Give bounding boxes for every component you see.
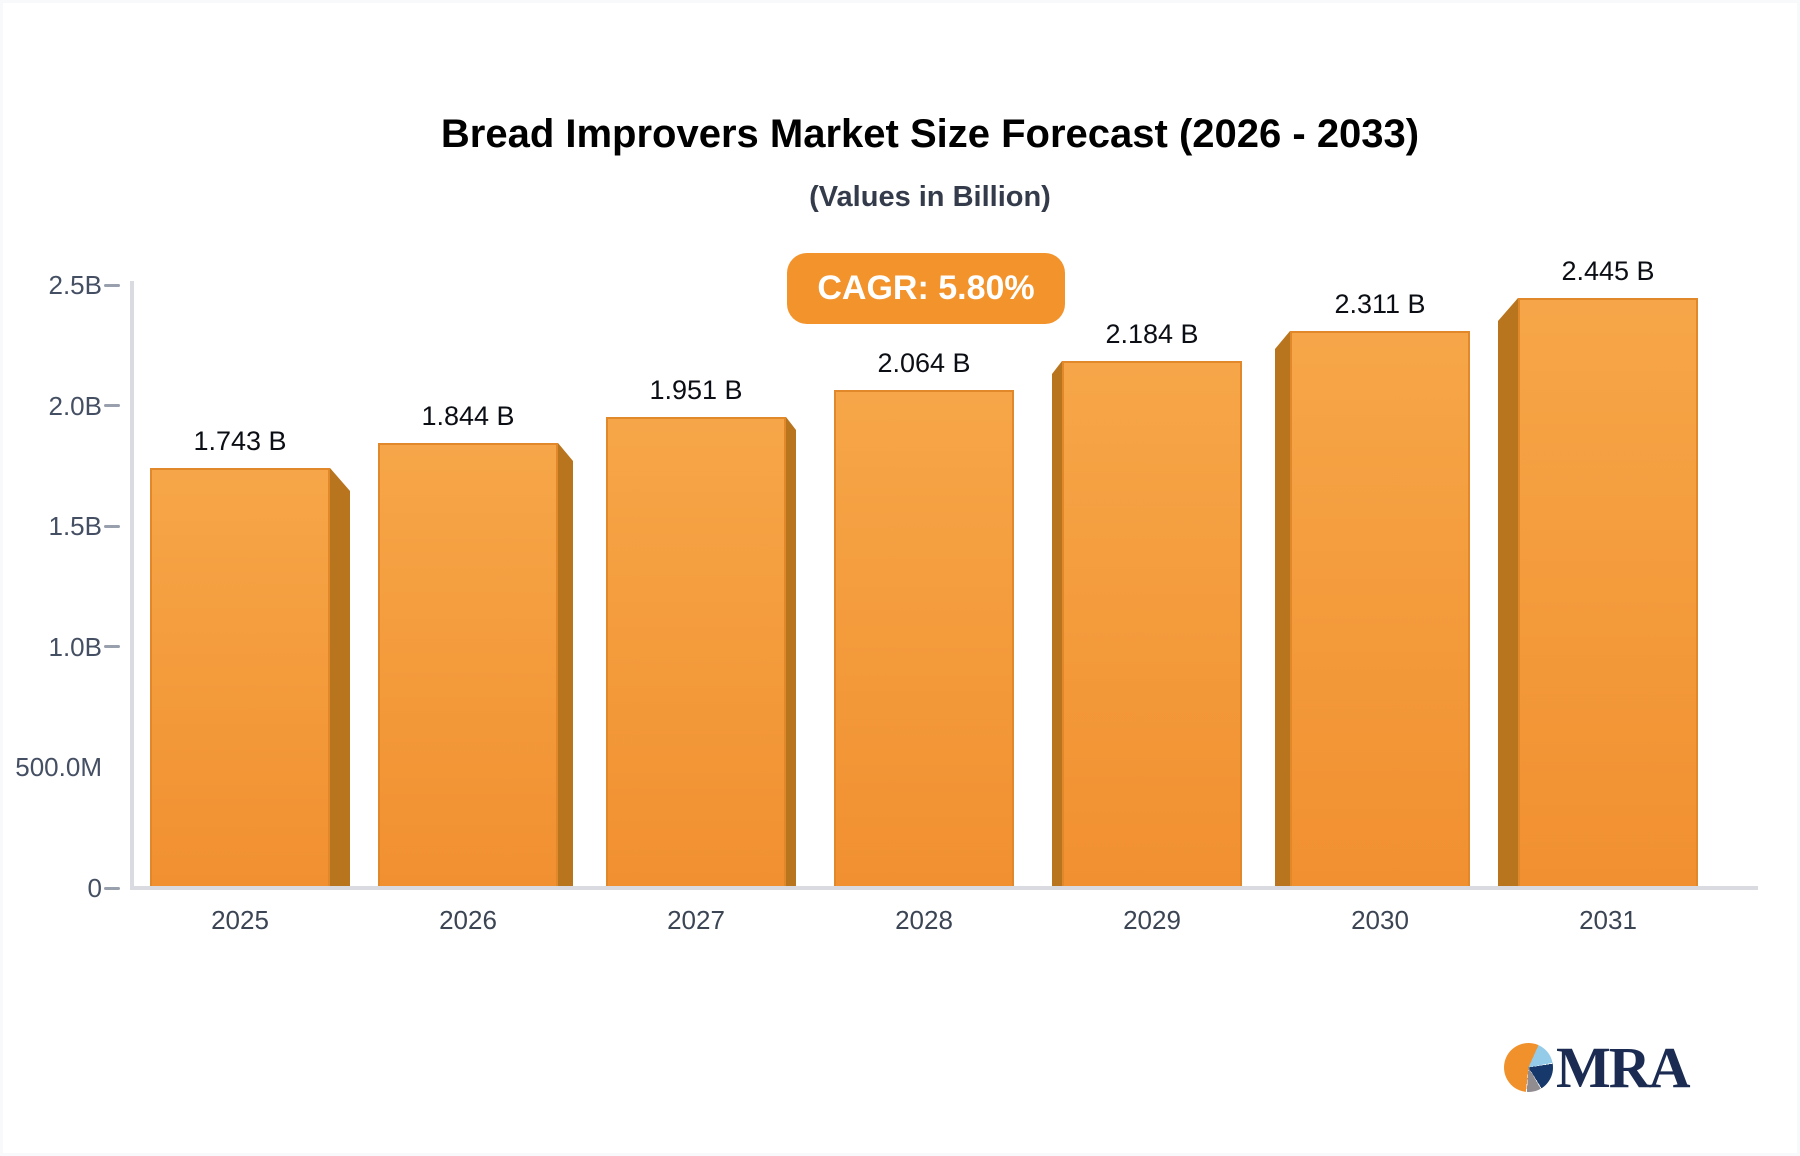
x-axis-label: 2025 [211,905,269,935]
cagr-badge-label: CAGR: 5.80% [817,269,1035,307]
bar-value-label: 2.445 B [1561,256,1655,286]
y-axis-tick [104,404,120,408]
y-axis-label: 2.5B [48,270,103,300]
bar-side [1498,298,1518,886]
brand-name: MRA [1556,1034,1691,1100]
bar-side [1052,361,1062,886]
y-axis-label: 500.0M [15,752,102,783]
bar [834,390,1014,886]
bar [150,468,330,886]
y-axis-tick [104,283,120,287]
bar-side [786,417,796,886]
chart-subtitle: (Values in Billion) [809,181,1051,213]
x-axis-label: 2028 [895,905,953,935]
bar-side [1275,331,1290,886]
x-axis-label: 2031 [1579,905,1637,935]
bar [378,443,558,886]
y-axis-label: 1.5B [48,511,103,542]
y-axis-label: 2.0B [48,390,103,421]
y-axis-label: 1.0B [48,631,103,662]
bar-value-label: 2.311 B [1334,289,1426,319]
bar-side [330,468,350,886]
bar [1518,298,1698,886]
x-axis-label: 2029 [1123,905,1181,935]
x-axis-line [130,886,1758,890]
x-axis-label: 2027 [667,905,725,935]
x-axis-label: 2030 [1351,905,1409,935]
brand-logo: MRA [1504,1034,1691,1100]
bar-value-label: 2.064 B [877,348,971,378]
bar-value-label: 1.951 B [649,375,743,405]
bar-value-label: 1.743 B [193,426,287,456]
cagr-badge: CAGR: 5.80% [787,253,1065,324]
bar-side [558,443,573,886]
y-axis-tick [104,524,120,528]
bar [1290,331,1470,886]
y-axis-tick [104,886,120,890]
y-axis-tick [104,645,120,649]
x-axis-label: 2026 [439,905,497,935]
chart-title: Bread Improvers Market Size Forecast (20… [440,112,1420,156]
bar-value-label: 1.844 B [421,401,515,431]
y-axis-label: 0 [87,873,102,903]
y-axis-line [130,281,134,890]
bar-value-label: 2.184 B [1105,319,1199,349]
bar [1062,361,1242,886]
bar [606,417,786,886]
pie-chart-icon [1504,1042,1553,1092]
